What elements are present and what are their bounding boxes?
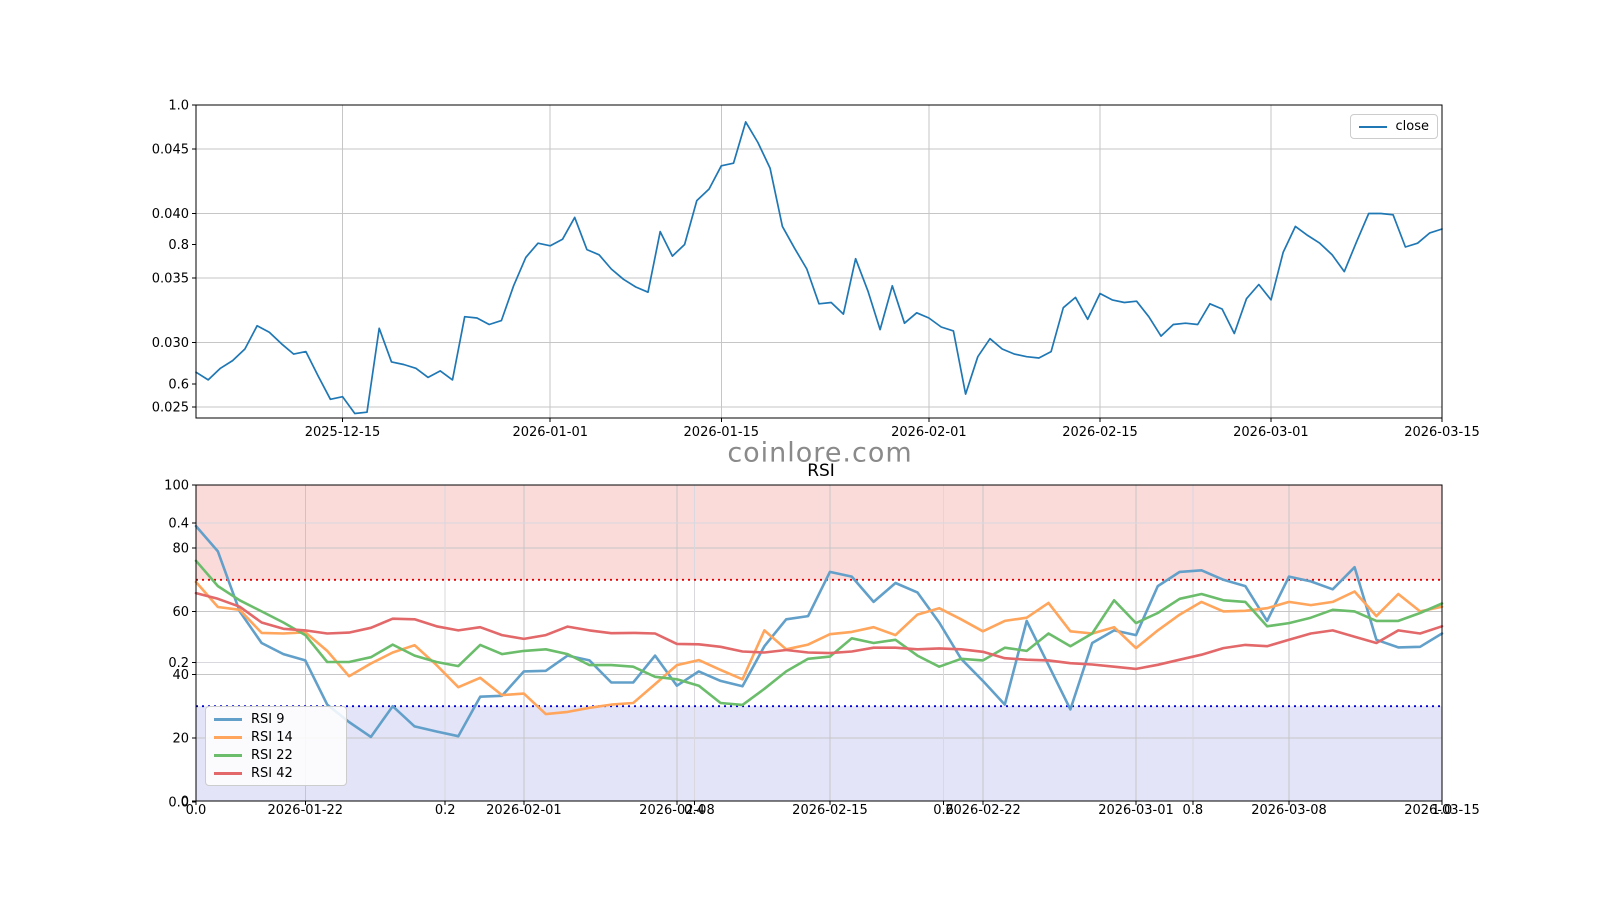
top-panel-ticks — [192, 148, 1443, 422]
rsi-9-line — [194, 524, 1444, 739]
legend-label: RSI 42 — [251, 765, 293, 781]
legend-swatch — [214, 771, 242, 775]
overlay-axis: 0.0 0.2 0.4 0.6 0.8 1.0 0.0 0.2 0.4 0.6 0.8 1.0 — [168, 99, 1452, 819]
date-tick-label: 2026-03-01 — [1233, 425, 1309, 440]
legend-item-rsi-14: RSI 14 — [214, 731, 338, 744]
date-tick-label: 2026-02-08 — [639, 803, 715, 818]
rsi-panel-border — [195, 484, 1443, 802]
top-panel-grid — [196, 105, 1442, 418]
rsi-tick-label: 100 — [164, 479, 189, 494]
rsi-tick-label: 40 — [172, 668, 189, 683]
overbought-band — [196, 485, 1442, 580]
top-panel-border — [195, 104, 1443, 419]
overlay-y-tick-label: 0.6 — [168, 377, 189, 392]
date-tick-label: 2026-02-01 — [486, 803, 562, 818]
legend-close: close — [1350, 114, 1438, 139]
overlay-ticks — [192, 104, 1443, 805]
close-series-line — [195, 121, 1443, 415]
legend-swatch — [1359, 125, 1387, 128]
overlay-x-tick-label: 0.0 — [186, 803, 207, 818]
rsi-22-line — [194, 559, 1444, 707]
price-tick-label: 0.035 — [152, 272, 189, 287]
price-tick-label: 0.045 — [152, 142, 189, 157]
overlay-grid — [196, 485, 1442, 801]
overlay-y-tick-label: 0.8 — [168, 238, 189, 253]
date-tick-label: 2026-02-15 — [1062, 425, 1138, 440]
overlay-y-tick-label: 0.0 — [168, 796, 189, 811]
date-tick-label: 2026-01-22 — [267, 803, 343, 818]
overlay-x-tick-label: 0.4 — [684, 803, 705, 818]
legend-label: RSI 22 — [251, 747, 293, 763]
top-panel-bg — [196, 105, 1442, 418]
date-tick-label: 2026-02-15 — [792, 803, 868, 818]
date-tick-label: 2026-03-08 — [1251, 803, 1327, 818]
date-tick-label: 2026-03-15 — [1404, 803, 1480, 818]
date-tick-label: 2026-02-22 — [945, 803, 1021, 818]
overlay-y-tick-label: 1.0 — [168, 99, 189, 114]
date-tick-label: 2026-01-01 — [512, 425, 588, 440]
overlay-y-tick-label: 0.4 — [168, 517, 189, 532]
legend-swatch — [214, 753, 242, 757]
legend-swatch — [214, 717, 242, 721]
legend-label: RSI 9 — [251, 711, 285, 727]
rsi-tick-label: 0 — [181, 795, 189, 810]
top-panel: 0.025 0.030 0.035 0.040 0.045 2025-12-15 2026-… — [152, 104, 1480, 440]
rsi-tick-label: 60 — [172, 605, 189, 620]
legend-rsi: RSI 9 RSI 14 RSI 22 RSI 42 — [205, 706, 347, 786]
oversold-band — [196, 706, 1442, 801]
date-tick-label: 2026-01-15 — [684, 425, 760, 440]
rsi-panel-title: RSI — [807, 461, 835, 481]
rsi-42-line — [194, 591, 1444, 671]
legend-label: RSI 14 — [251, 729, 293, 745]
legend-item-close: close — [1359, 120, 1429, 133]
date-tick-label: 2026-03-15 — [1404, 425, 1480, 440]
legend-item-rsi-22: RSI 22 — [214, 749, 338, 762]
legend-swatch — [214, 735, 242, 739]
legend-item-rsi-9: RSI 9 — [214, 713, 338, 726]
rsi-panel: 0 20 40 60 80 100 2026-01-22 2026-02-01 2026-02-… — [164, 479, 1480, 819]
price-tick-label: 0.040 — [152, 207, 189, 222]
watermark: coinlore.com — [727, 437, 913, 469]
overlay-y-tick-label: 0.2 — [168, 656, 189, 671]
date-tick-label: 2026-03-01 — [1098, 803, 1174, 818]
price-tick-label: 0.030 — [152, 336, 189, 351]
overlay-x-tick-label: 0.2 — [435, 803, 456, 818]
overlay-x-tick-label: 1.0 — [1432, 803, 1453, 818]
date-tick-label: 2026-02-01 — [891, 425, 967, 440]
legend-label: close — [1395, 119, 1429, 134]
date-tick-label: 2025-12-15 — [305, 425, 381, 440]
overlay-x-tick-label: 0.8 — [1182, 803, 1203, 818]
price-tick-label: 0.025 — [152, 401, 189, 416]
overlay-x-tick-label: 0.6 — [933, 803, 954, 818]
legend-item-rsi-42: RSI 42 — [214, 767, 338, 780]
rsi-tick-label: 20 — [172, 731, 189, 746]
rsi-tick-label: 80 — [172, 542, 189, 557]
